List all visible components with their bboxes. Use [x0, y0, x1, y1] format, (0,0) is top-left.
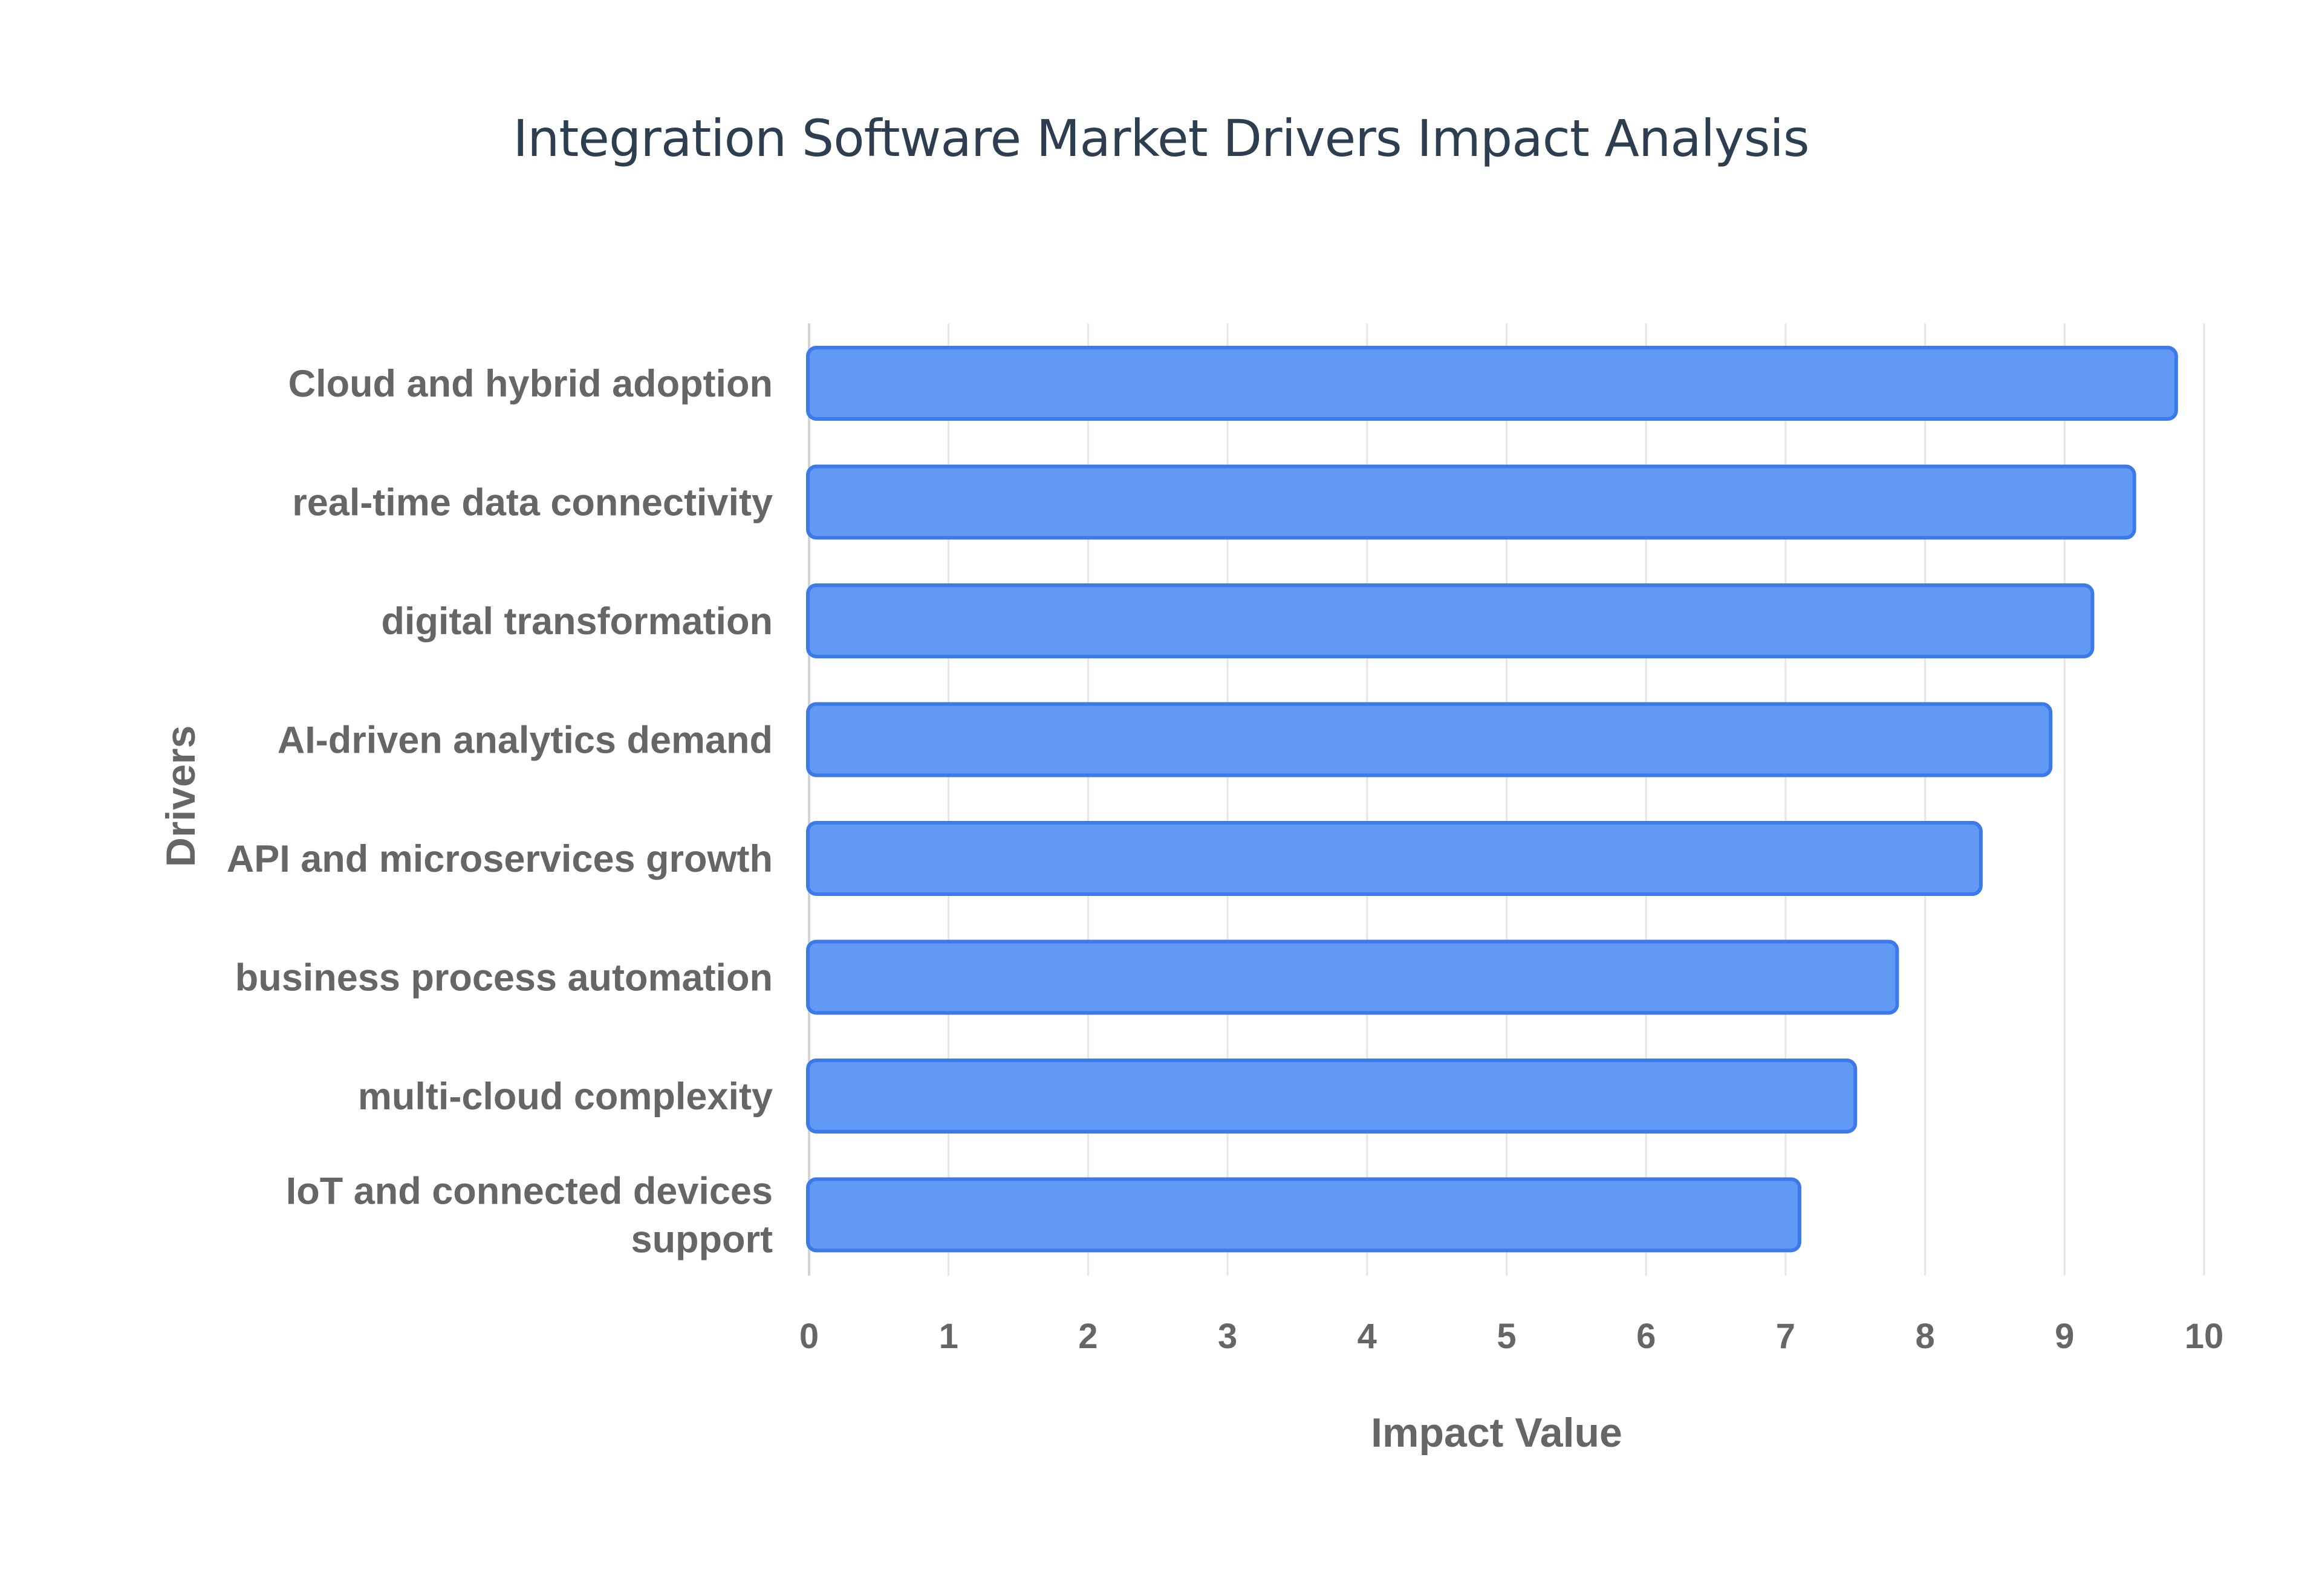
bar [806, 939, 1899, 1015]
x-tick-label: 5 [1497, 1317, 1516, 1356]
chart-title: Integration Software Market Drivers Impa… [513, 109, 1809, 168]
y-category-label: multi-cloud complexity [358, 1075, 773, 1118]
x-tick-label: 2 [1078, 1317, 1098, 1356]
bar [806, 1177, 1801, 1253]
y-category-label: IoT and connected devices support [286, 1170, 773, 1261]
x-tick-label: 0 [799, 1317, 819, 1356]
y-category-label: Cloud and hybrid adoption [288, 363, 773, 405]
x-tick-label: 3 [1218, 1317, 1237, 1356]
x-tick-label: 10 [2185, 1317, 2224, 1356]
y-category-label: real-time data connectivity [292, 482, 773, 524]
y-axis-title: Drivers [158, 725, 204, 867]
x-axis-title: Impact Value [1371, 1410, 1622, 1456]
y-category-label: API and microservices growth [227, 838, 773, 880]
x-tick-label: 8 [1915, 1317, 1934, 1356]
y-category-label: business process automation [235, 957, 773, 999]
bar [806, 821, 1983, 896]
y-category-label: AI-driven analytics demand [278, 719, 773, 762]
x-tick-label: 9 [2055, 1317, 2074, 1356]
bar [806, 702, 2053, 777]
x-axis-ticks: 0 1 2 3 4 5 6 7 8 9 10 [799, 1317, 2223, 1356]
x-tick-label: 4 [1358, 1317, 1377, 1356]
y-axis-categories: Cloud and hybrid adoption real-time data … [227, 363, 773, 1261]
y-category-label: digital transformation [381, 600, 773, 643]
bar [806, 583, 2095, 658]
x-tick-label: 1 [939, 1317, 958, 1356]
bar [806, 464, 2136, 540]
bar [806, 1059, 1858, 1134]
bars-group [806, 346, 2178, 1253]
bar [806, 346, 2178, 421]
x-tick-label: 7 [1776, 1317, 1795, 1356]
x-tick-label: 6 [1636, 1317, 1656, 1356]
